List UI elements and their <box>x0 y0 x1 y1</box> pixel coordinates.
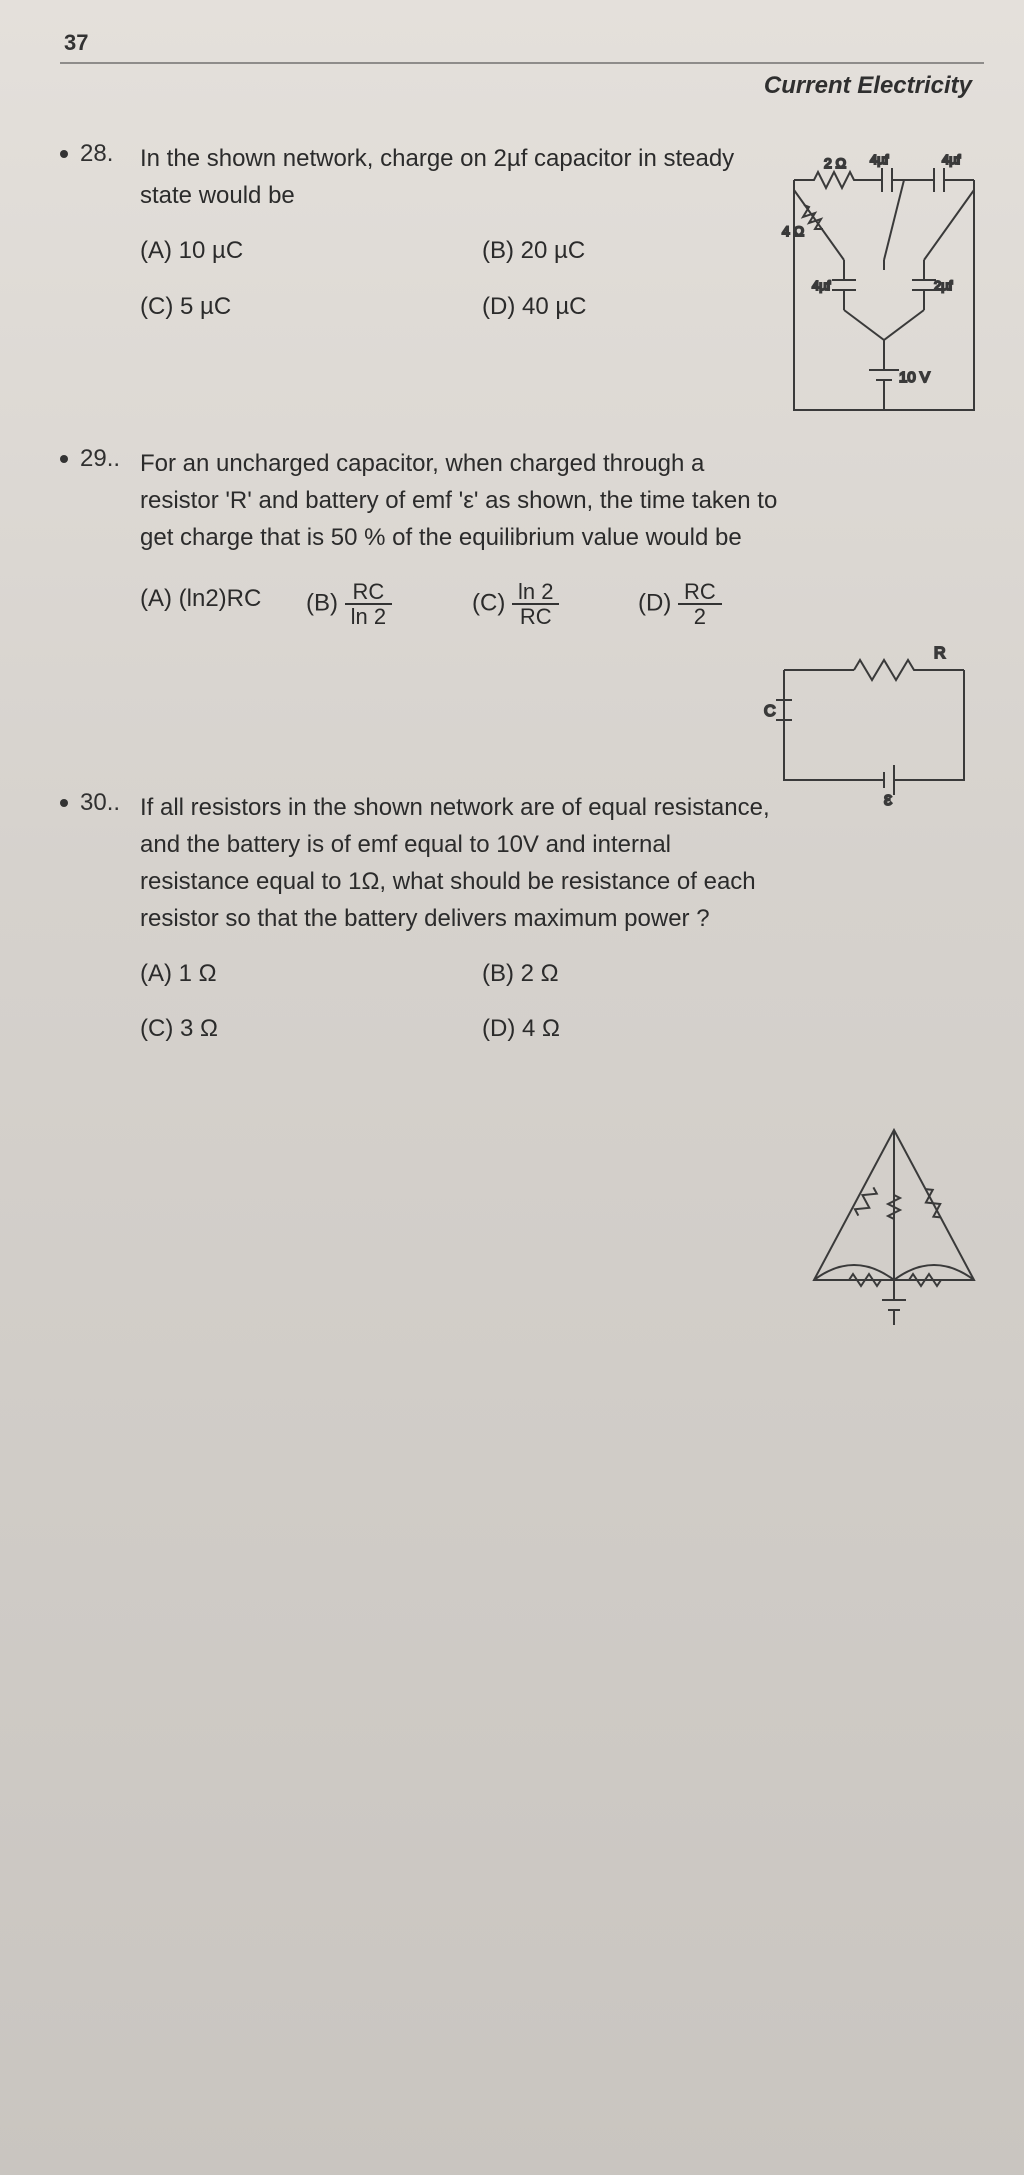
fraction-den: RC <box>512 605 559 628</box>
label-c-top-right: 4µf <box>942 152 961 167</box>
qnum-text: 28. <box>80 140 113 168</box>
options: (A) 10 µC (B) 20 µC (C) 5 µC (D) 40 µC <box>140 232 784 324</box>
label-r: R <box>934 645 946 662</box>
page: 37 Current Electricity 28. In the shown … <box>0 0 1024 2175</box>
question-text: If all resistors in the shown network ar… <box>140 794 770 933</box>
option-a: (A) 1 Ω <box>140 955 442 992</box>
label-c-mid-right: 2µf <box>934 278 953 293</box>
fraction-den: 2 <box>678 605 722 628</box>
label-r-top: 2 Ω <box>824 155 846 171</box>
question-number: 29.. <box>60 445 140 473</box>
option-a: (A) 10 µC <box>140 232 442 269</box>
label-c: C <box>764 703 776 720</box>
option-c: (C) 3 Ω <box>140 1010 442 1047</box>
option-c: (C) 5 µC <box>140 288 442 325</box>
fraction-num: RC <box>345 580 392 605</box>
topic-title: Current Electricity <box>60 72 984 100</box>
resistor-network-diagram-30 <box>794 1120 994 1345</box>
options: (A) (ln2)RC (B) RCln 2 (C) ln 2RC (D) RC… <box>140 580 784 628</box>
bullet-icon <box>60 150 68 158</box>
options: (A) 1 Ω (B) 2 Ω (C) 3 Ω (D) 4 Ω <box>140 955 784 1047</box>
fraction: RCln 2 <box>345 580 392 628</box>
rc-circuit-diagram-29: R ε C <box>764 640 994 825</box>
label-battery: 10 V <box>899 369 930 386</box>
question-text: For an uncharged capacitor, when charged… <box>140 450 777 551</box>
question-29: 29.. For an uncharged capacitor, when ch… <box>60 445 984 629</box>
label-emf: ε <box>884 789 892 809</box>
question-body: If all resistors in the shown network ar… <box>140 789 984 1048</box>
label-c-top-left: 4µf <box>870 152 889 167</box>
option-b: (B) 2 Ω <box>482 955 784 992</box>
fraction-den: ln 2 <box>345 605 392 628</box>
qnum-text: 29.. <box>80 445 120 473</box>
option-d: (D) 4 Ω <box>482 1010 784 1047</box>
option-c-prefix: (C) <box>472 590 512 617</box>
bullet-icon <box>60 455 68 463</box>
label-c-mid-left: 4µf <box>812 278 831 293</box>
option-b: (B) 20 µC <box>482 232 784 269</box>
question-number: 28. <box>60 140 140 168</box>
question-30: 30.. If all resistors in the shown netwo… <box>60 789 984 1048</box>
option-d: (D) RC2 <box>638 580 784 628</box>
option-a: (A) (ln2)RC <box>140 580 286 628</box>
fraction: RC2 <box>678 580 722 628</box>
question-number: 30.. <box>60 789 140 817</box>
fraction-num: RC <box>678 580 722 605</box>
page-number: 37 <box>60 30 984 56</box>
question-body: For an uncharged capacitor, when charged… <box>140 445 984 629</box>
question-text: In the shown network, charge on 2µf capa… <box>140 145 734 209</box>
qnum-text: 30.. <box>80 789 120 817</box>
option-c: (C) ln 2RC <box>472 580 618 628</box>
circuit-diagram-28: 2 Ω 4µf 4µf 4 Ω <box>774 150 994 435</box>
bullet-icon <box>60 799 68 807</box>
option-b-prefix: (B) <box>306 590 345 617</box>
option-d: (D) 40 µC <box>482 288 784 325</box>
fraction: ln 2RC <box>512 580 559 628</box>
option-d-prefix: (D) <box>638 590 678 617</box>
fraction-num: ln 2 <box>512 580 559 605</box>
top-rule <box>60 62 984 64</box>
option-b: (B) RCln 2 <box>306 580 452 628</box>
option-a-text: (A) (ln2)RC <box>140 585 261 612</box>
